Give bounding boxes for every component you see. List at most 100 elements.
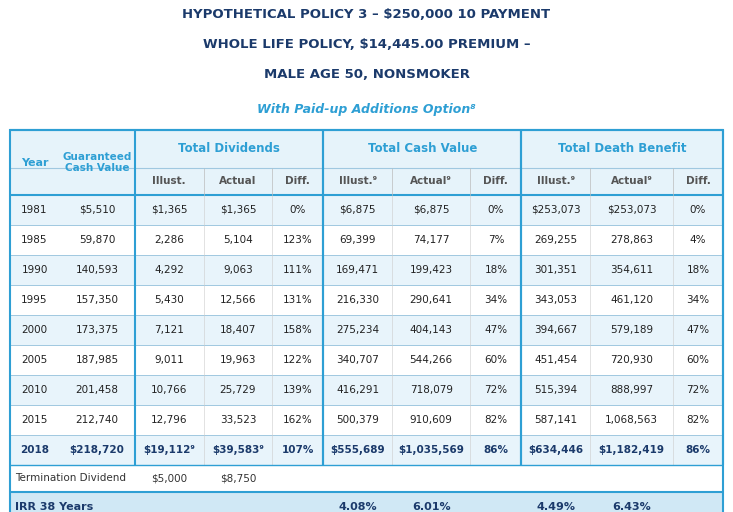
Text: 269,255: 269,255 (534, 235, 578, 245)
Text: 290,641: 290,641 (410, 295, 453, 305)
Text: Diff.: Diff. (285, 177, 310, 186)
Text: 2005: 2005 (21, 355, 48, 365)
Text: 500,379: 500,379 (336, 415, 379, 425)
Text: $253,073: $253,073 (607, 205, 656, 215)
Text: 6.01%: 6.01% (412, 502, 451, 512)
Text: 107%: 107% (281, 445, 314, 455)
Text: 0%: 0% (690, 205, 706, 215)
Text: 60%: 60% (485, 355, 507, 365)
Text: 10,766: 10,766 (151, 385, 188, 395)
Text: 1985: 1985 (21, 235, 48, 245)
Text: 122%: 122% (283, 355, 313, 365)
Text: $6,875: $6,875 (413, 205, 449, 215)
Text: 123%: 123% (283, 235, 313, 245)
Text: 1995: 1995 (21, 295, 48, 305)
Text: 720,930: 720,930 (610, 355, 653, 365)
Text: $555,689: $555,689 (331, 445, 385, 455)
Text: 33,523: 33,523 (220, 415, 257, 425)
Text: Guaranteed
Cash Value: Guaranteed Cash Value (62, 152, 132, 173)
Text: 82%: 82% (686, 415, 710, 425)
Bar (10, 195, 723, 225)
Text: 2018: 2018 (20, 445, 49, 455)
Text: 12,796: 12,796 (151, 415, 188, 425)
Text: 416,291: 416,291 (336, 385, 379, 395)
Text: $5,000: $5,000 (151, 474, 188, 483)
Text: 25,729: 25,729 (220, 385, 257, 395)
Text: Total Cash Value: Total Cash Value (367, 142, 477, 156)
Text: WHOLE LIFE POLICY, $14,445.00 PREMIUM –: WHOLE LIFE POLICY, $14,445.00 PREMIUM – (203, 38, 530, 51)
Bar (10, 130, 723, 512)
Text: 2000: 2000 (21, 325, 48, 335)
Text: 19,963: 19,963 (220, 355, 257, 365)
Text: 34%: 34% (686, 295, 710, 305)
Text: 131%: 131% (283, 295, 313, 305)
Text: 461,120: 461,120 (610, 295, 653, 305)
Text: 216,330: 216,330 (336, 295, 379, 305)
Text: $1,182,419: $1,182,419 (599, 445, 665, 455)
Text: $39,583⁹: $39,583⁹ (212, 445, 264, 455)
Text: 0%: 0% (290, 205, 306, 215)
Text: $1,365: $1,365 (220, 205, 257, 215)
Text: 59,870: 59,870 (79, 235, 115, 245)
Text: Actual: Actual (219, 177, 257, 186)
Text: 69,399: 69,399 (339, 235, 376, 245)
Text: 111%: 111% (283, 265, 313, 275)
Text: Total Dividends: Total Dividends (178, 142, 280, 156)
Text: 18%: 18% (485, 265, 507, 275)
Text: 212,740: 212,740 (75, 415, 119, 425)
Text: 2015: 2015 (21, 415, 48, 425)
Text: 579,189: 579,189 (610, 325, 653, 335)
Text: 404,143: 404,143 (410, 325, 453, 335)
Text: 72%: 72% (686, 385, 710, 395)
Bar (10, 375, 723, 405)
Text: 340,707: 340,707 (336, 355, 379, 365)
Text: 278,863: 278,863 (610, 235, 653, 245)
Text: Diff.: Diff. (685, 177, 710, 186)
Text: 4.49%: 4.49% (536, 502, 575, 512)
Text: 343,053: 343,053 (534, 295, 577, 305)
Bar (10, 345, 723, 375)
Text: $218,720: $218,720 (70, 445, 125, 455)
Text: 4%: 4% (690, 235, 707, 245)
Text: 4.08%: 4.08% (338, 502, 377, 512)
Text: With Paid-up Additions Option⁸: With Paid-up Additions Option⁸ (257, 103, 476, 116)
Text: HYPOTHETICAL POLICY 3 – $250,000 10 PAYMENT: HYPOTHETICAL POLICY 3 – $250,000 10 PAYM… (183, 8, 550, 21)
Bar (10, 492, 723, 512)
Text: Illust.⁹: Illust.⁹ (339, 177, 377, 186)
Text: 888,997: 888,997 (610, 385, 653, 395)
Text: 82%: 82% (485, 415, 507, 425)
Text: 0%: 0% (487, 205, 504, 215)
Text: MALE AGE 50, NONSMOKER: MALE AGE 50, NONSMOKER (263, 68, 470, 81)
Text: 5,430: 5,430 (155, 295, 184, 305)
Text: 86%: 86% (685, 445, 710, 455)
Text: Diff.: Diff. (484, 177, 508, 186)
Text: 9,011: 9,011 (155, 355, 184, 365)
Text: 451,454: 451,454 (534, 355, 578, 365)
Text: 47%: 47% (686, 325, 710, 335)
Bar (323, 130, 521, 195)
Text: 47%: 47% (485, 325, 507, 335)
Text: $8,750: $8,750 (220, 474, 257, 483)
Text: 301,351: 301,351 (534, 265, 577, 275)
Bar (10, 130, 723, 195)
Text: 140,593: 140,593 (75, 265, 119, 275)
Text: 162%: 162% (283, 415, 313, 425)
Text: $6,875: $6,875 (339, 205, 376, 215)
Text: 515,394: 515,394 (534, 385, 578, 395)
Text: 12,566: 12,566 (220, 295, 257, 305)
Bar (10, 255, 723, 285)
Text: 169,471: 169,471 (336, 265, 379, 275)
Text: 2,286: 2,286 (155, 235, 184, 245)
Bar (135, 130, 323, 195)
Text: 18,407: 18,407 (220, 325, 257, 335)
Bar (10, 465, 723, 492)
Text: 7,121: 7,121 (155, 325, 184, 335)
Text: 173,375: 173,375 (75, 325, 119, 335)
Text: $253,073: $253,073 (531, 205, 581, 215)
Text: 199,423: 199,423 (410, 265, 453, 275)
Text: 1,068,563: 1,068,563 (605, 415, 658, 425)
Text: 275,234: 275,234 (336, 325, 379, 335)
Text: 1981: 1981 (21, 205, 48, 215)
Text: 354,611: 354,611 (610, 265, 653, 275)
Bar (10, 405, 723, 435)
